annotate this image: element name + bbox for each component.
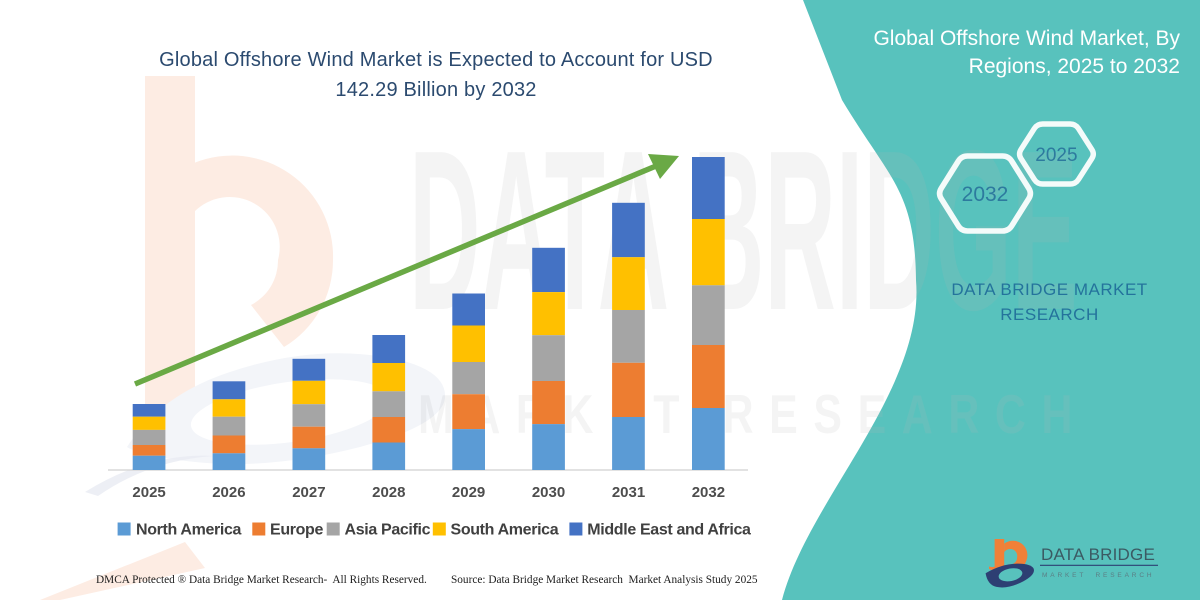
- svg-text:2026: 2026: [212, 484, 245, 501]
- svg-text:2031: 2031: [612, 484, 645, 501]
- svg-text:2032: 2032: [692, 484, 725, 501]
- svg-text:2025: 2025: [1035, 145, 1077, 166]
- svg-text:142.29 Billion by 2032: 142.29 Billion by 2032: [335, 79, 536, 101]
- svg-text:Europe: Europe: [270, 522, 323, 539]
- svg-text:Middle East and Africa: Middle East and Africa: [587, 522, 751, 539]
- svg-text:Global Offshore Wind Market is: Global Offshore Wind Market is Expected …: [159, 49, 713, 71]
- svg-text:South America: South America: [451, 522, 559, 539]
- svg-text:MARKET RESEARCH: MARKET RESEARCH: [418, 384, 1088, 445]
- svg-text:MARKET RESEARCH: MARKET RESEARCH: [1042, 572, 1154, 579]
- svg-text:Asia Pacific: Asia Pacific: [345, 522, 431, 539]
- svg-text:2030: 2030: [532, 484, 565, 501]
- svg-text:2028: 2028: [372, 484, 405, 501]
- svg-text:DMCA Protected ® Data Bridge M: DMCA Protected ® Data Bridge Market Rese…: [96, 574, 427, 586]
- svg-text:Global Offshore Wind Market, B: Global Offshore Wind Market, By: [873, 27, 1180, 50]
- svg-text:2027: 2027: [292, 484, 325, 501]
- svg-text:2032: 2032: [962, 183, 1009, 206]
- svg-text:DATA BRIDGE: DATA BRIDGE: [1041, 545, 1155, 564]
- svg-text:Regions, 2025 to 2032: Regions, 2025 to 2032: [969, 55, 1180, 78]
- svg-text:2025: 2025: [132, 484, 165, 501]
- svg-text:RESEARCH: RESEARCH: [1000, 305, 1098, 324]
- svg-text:DATA BRIDGE MARKET: DATA BRIDGE MARKET: [951, 280, 1147, 299]
- svg-text:Source: Data Bridge Market Res: Source: Data Bridge Market Research Mark…: [451, 574, 758, 586]
- svg-text:2029: 2029: [452, 484, 485, 501]
- svg-text:North America: North America: [136, 522, 242, 539]
